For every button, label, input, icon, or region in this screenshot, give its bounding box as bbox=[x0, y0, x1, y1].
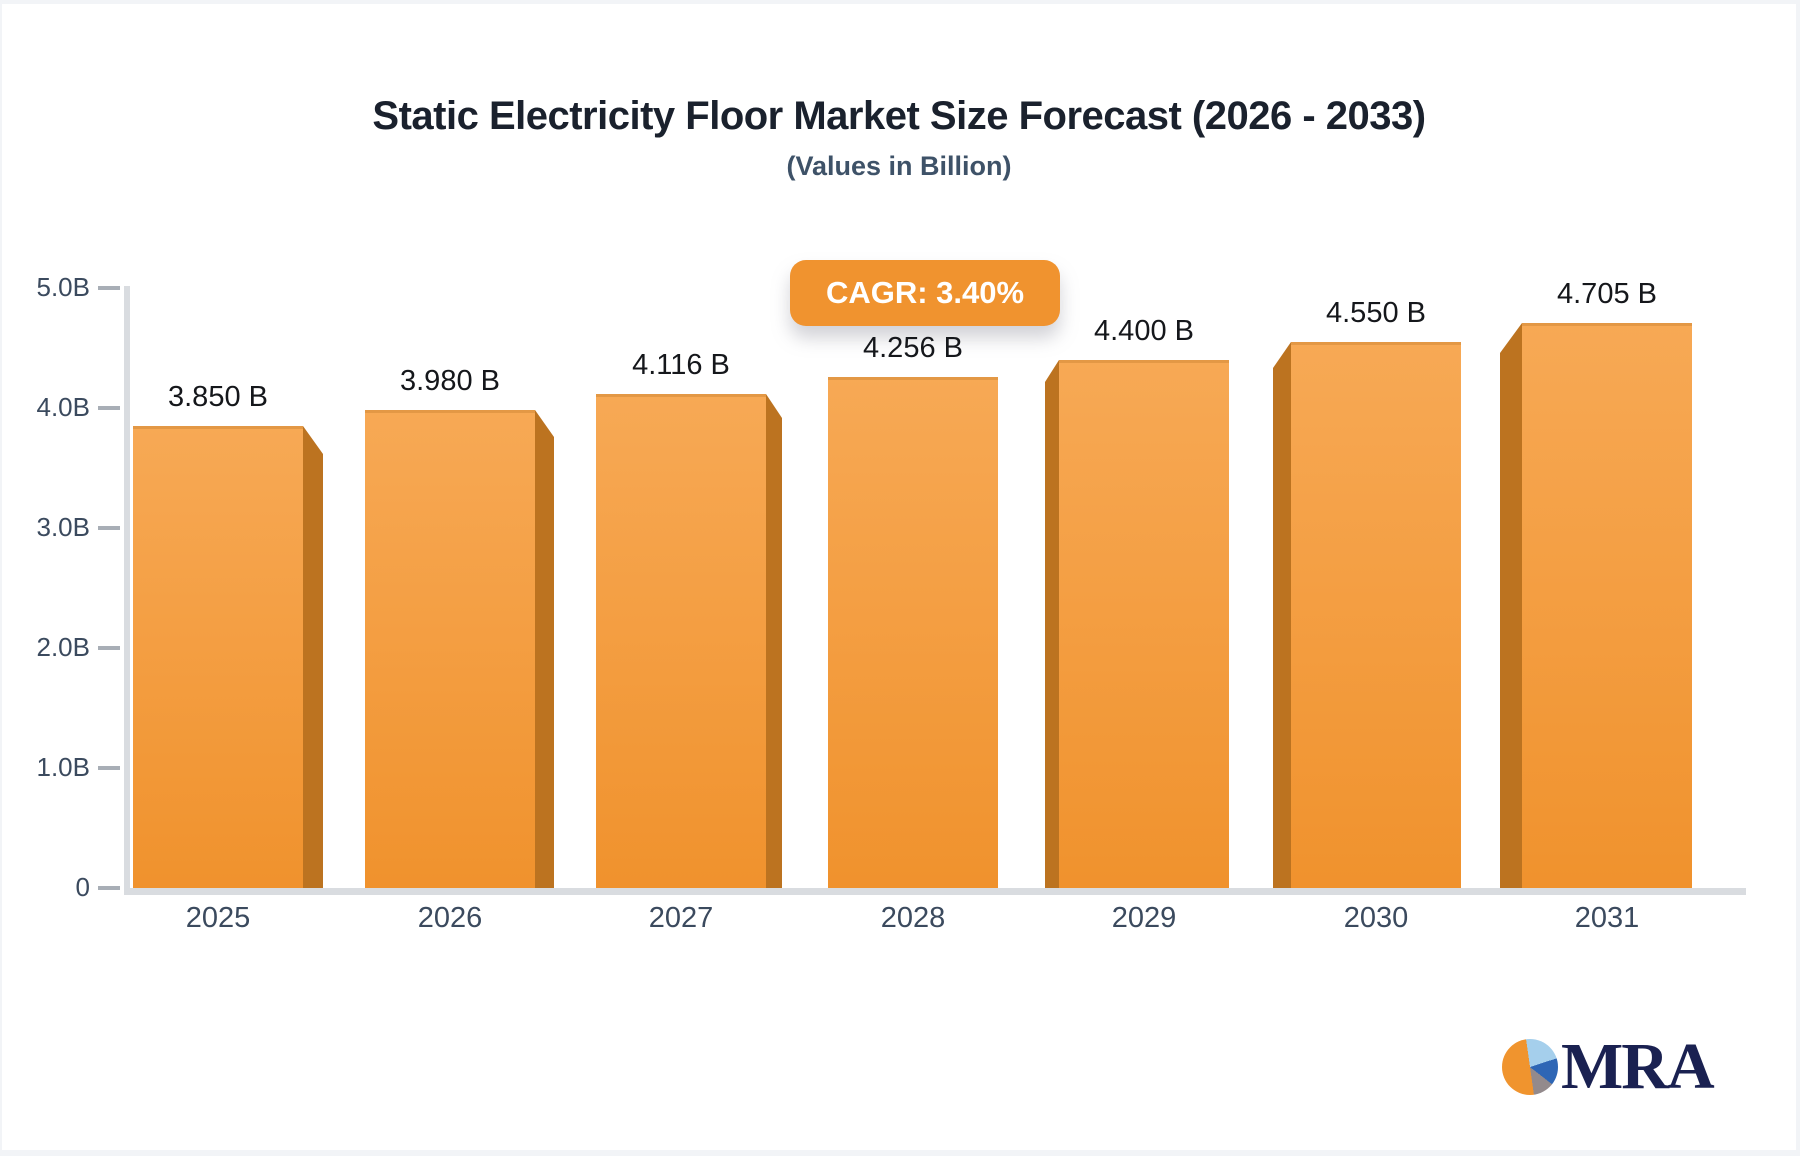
bar-value-label: 3.850 B bbox=[168, 381, 268, 413]
bar-2029 bbox=[1059, 360, 1229, 888]
x-axis-label: 2028 bbox=[880, 902, 946, 934]
bar-2026 bbox=[365, 410, 535, 888]
bar-2031 bbox=[1522, 323, 1692, 888]
brand-logo-text: MRA bbox=[1561, 1030, 1715, 1103]
x-axis-label: 2029 bbox=[1111, 902, 1177, 934]
chart-subtitle: (Values in Billion) bbox=[786, 151, 1012, 181]
y-tick-mark bbox=[98, 406, 120, 410]
y-tick-mark bbox=[98, 526, 120, 530]
y-tick-label: 0 bbox=[75, 872, 90, 902]
bar-2028 bbox=[828, 377, 998, 888]
y-tick-mark bbox=[98, 766, 120, 770]
x-axis-label: 2031 bbox=[1574, 902, 1640, 934]
bar-value-label: 4.550 B bbox=[1326, 297, 1426, 329]
y-tick-label: 1.0B bbox=[36, 752, 91, 782]
y-axis-line bbox=[124, 286, 130, 888]
bar-value-label: 4.705 B bbox=[1557, 278, 1657, 310]
brand-logo: MRA bbox=[1502, 1030, 1715, 1103]
bar-value-label: 4.116 B bbox=[632, 349, 730, 381]
bar-2025 bbox=[133, 426, 303, 888]
bar-side-2025 bbox=[303, 426, 323, 888]
x-axis-line bbox=[124, 888, 1746, 895]
chart-title: Static Electricity Floor Market Size For… bbox=[372, 94, 1426, 138]
y-tick-label: 5.0B bbox=[36, 272, 91, 302]
pie-chart-logo-icon bbox=[1502, 1039, 1558, 1095]
bar-2030 bbox=[1291, 342, 1461, 888]
bar-value-label: 4.256 B bbox=[863, 332, 963, 364]
bar-side-2029 bbox=[1045, 360, 1059, 888]
bar-value-label: 4.400 B bbox=[1094, 315, 1194, 347]
cagr-badge: CAGR: 3.40% bbox=[790, 260, 1060, 326]
y-tick-label: 2.0B bbox=[36, 632, 91, 662]
x-axis-label: 2027 bbox=[648, 902, 714, 934]
y-tick-label: 4.0B bbox=[36, 392, 91, 422]
x-axis-label: 2026 bbox=[417, 902, 483, 934]
y-tick-mark bbox=[98, 286, 120, 290]
bar-value-label: 3.980 B bbox=[400, 365, 500, 397]
y-tick-mark bbox=[98, 646, 120, 650]
bar-side-2030 bbox=[1273, 342, 1291, 888]
chart-card: Static Electricity Floor Market Size For… bbox=[2, 4, 1796, 1150]
x-axis-label: 2025 bbox=[185, 902, 251, 934]
bar-side-2026 bbox=[535, 410, 554, 888]
bar-side-2031 bbox=[1500, 323, 1522, 888]
x-axis-label: 2030 bbox=[1343, 902, 1409, 934]
y-tick-mark bbox=[98, 886, 120, 890]
bar-side-2027 bbox=[766, 394, 782, 888]
bar-2027 bbox=[596, 394, 766, 888]
plot-area: 5.0B 4.0B 3.0B 2.0B 1.0B 0 3.850 B 2025 3.980 B 2… bbox=[2, 4, 1796, 1150]
y-tick-label: 3.0B bbox=[36, 512, 91, 542]
